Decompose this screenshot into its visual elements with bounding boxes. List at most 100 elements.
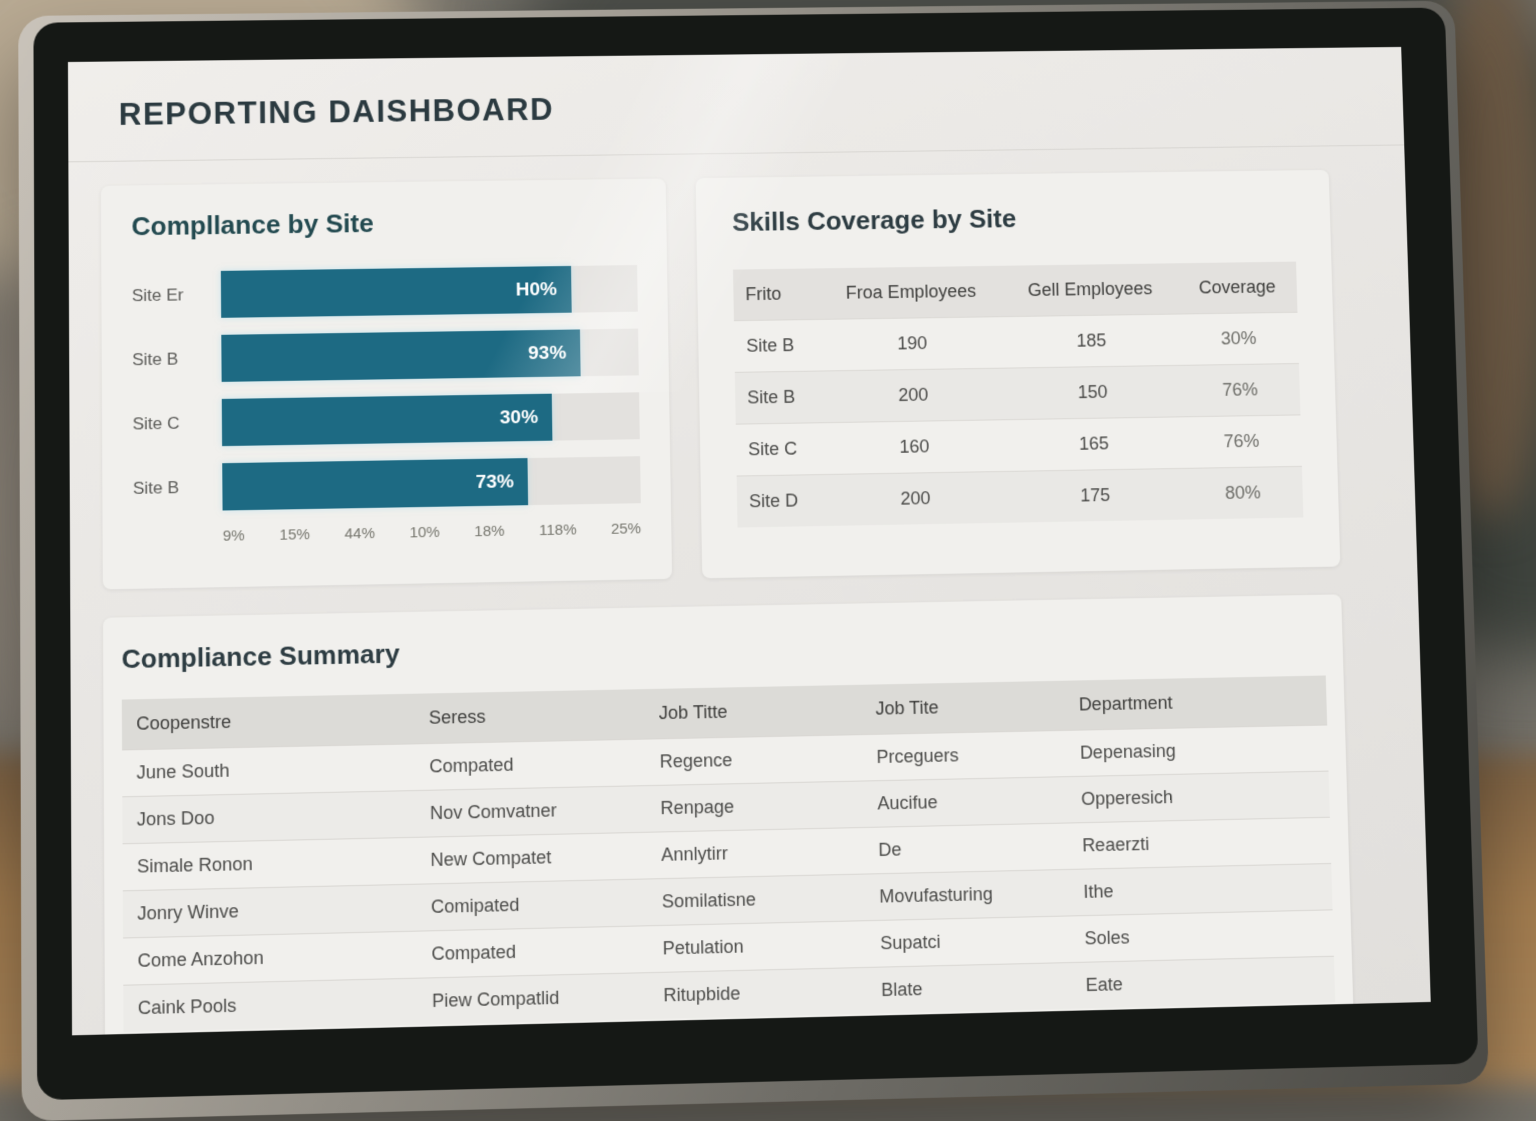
department-cell: Eate (1071, 956, 1335, 1008)
bar-row: Site Er H0% (132, 265, 638, 319)
column-header: Seress (414, 689, 645, 744)
table-cell: Site B (735, 371, 822, 424)
column-header: Frito (733, 268, 820, 320)
x-axis-tick-label: 118% (539, 521, 577, 539)
dashboard-header: REPORTING DAISHBOARD (68, 47, 1404, 162)
job-title-cell: Regence (645, 735, 863, 786)
table-row: Site B19018530% (734, 312, 1299, 372)
employee-name-cell: Jonry Winve (123, 884, 417, 938)
job-title-cell: Petulation (648, 921, 866, 973)
employee-name-cell: Come Anzohon (123, 931, 417, 985)
table-row: Site D20017580% (737, 466, 1304, 527)
department-cell: Opperesich (1067, 771, 1330, 823)
laptop-bezel: REPORTING DAISHBOARD Compllance by Site … (33, 8, 1478, 1101)
department-cell: Soles (1070, 910, 1334, 963)
table-cell: 185 (1003, 314, 1180, 368)
x-axis-tick-label: 10% (409, 524, 440, 542)
bar-row: Site C 30% (132, 392, 639, 447)
summary-table-title: Compliance Summary (122, 621, 1326, 676)
table-cell: 80% (1182, 466, 1303, 519)
job-title-cell: Somilatisne (647, 874, 865, 926)
skills-coverage-table: FritoFroa EmployeesGell EmployeesCoverag… (733, 262, 1303, 528)
table-cell: 76% (1180, 364, 1301, 417)
job-title-cell: Renpage (646, 781, 864, 832)
bar: H0% (221, 266, 572, 318)
status-cell: Comipated (416, 879, 648, 931)
laptop: REPORTING DAISHBOARD Compllance by Site … (18, 1, 1489, 1121)
x-axis-tick-label: 18% (474, 523, 505, 541)
compliance-summary-panel: Compliance Summary CoopenstreSeressJob T… (103, 594, 1354, 1035)
dashboard-screen: REPORTING DAISHBOARD Compllance by Site … (68, 47, 1431, 1035)
status-cell: Compated (417, 926, 649, 978)
bar-value-label: 73% (475, 471, 514, 494)
compliance-summary-table: CoopenstreSeressJob TitteJob TiteDepartm… (122, 675, 1335, 1032)
bar-row: Site B 73% (133, 456, 641, 512)
page-title: REPORTING DAISHBOARD (68, 47, 1403, 134)
employee-name-cell: Simale Ronon (123, 837, 417, 891)
employee-name-cell: Jons Doo (122, 791, 416, 844)
x-axis-tick-label: 44% (344, 525, 375, 543)
x-axis-tick-label: 9% (223, 527, 245, 545)
bar-category-label: Site Er (132, 284, 221, 305)
job-title-cell: Blate (867, 963, 1073, 1014)
job-title-cell: Supatci (866, 916, 1071, 967)
compliance-chart-panel: Compllance by Site Site ErH0%Site B93%Si… (101, 178, 672, 589)
status-cell: Nov Comvatner (415, 786, 646, 838)
table-header-row: FritoFroa EmployeesGell EmployeesCoverag… (733, 262, 1297, 321)
bar: 93% (221, 329, 580, 381)
department-cell: Depenasing (1065, 725, 1328, 777)
job-title-cell: Ritupbide (649, 967, 868, 1019)
bar-category-label: Site B (133, 477, 223, 499)
bar: 30% (222, 394, 553, 446)
job-title-cell: Prceguers (862, 730, 1067, 781)
bar-category-label: Site C (133, 412, 222, 434)
bar-track: H0% (221, 265, 638, 318)
department-cell: Reaerzti (1068, 817, 1332, 869)
job-title-cell: De (864, 823, 1069, 874)
table-cell: 76% (1181, 415, 1302, 469)
table-cell: 160 (822, 420, 1006, 475)
column-header: Department (1064, 675, 1327, 730)
job-title-cell: Annlytirr (647, 827, 865, 878)
column-header: Coopenstre (122, 694, 415, 750)
table-cell: 150 (1004, 365, 1181, 419)
status-cell: Piew Compatlid (418, 973, 650, 1025)
table-cell: 175 (1006, 468, 1184, 522)
compliance-chart-title: Compllance by Site (131, 205, 636, 243)
table-cell: Site D (737, 475, 825, 528)
table-cell: 190 (820, 317, 1004, 371)
column-header: Job Tite (861, 681, 1066, 735)
column-header: Gell Employees (1002, 263, 1179, 316)
department-cell: Ithe (1069, 863, 1333, 915)
bar-value-label: 30% (500, 406, 539, 429)
table-cell: Site C (736, 423, 823, 476)
job-title-cell: Aucifue (863, 777, 1068, 828)
compliance-bar-chart: Site Er H0% Site B 93% Site C 30% Site B 73% (132, 265, 641, 512)
column-header: Job Titte (644, 685, 862, 739)
bar: 73% (222, 458, 528, 510)
table-cell: Site B (734, 319, 821, 372)
skills-coverage-panel: Skills Coverage by Site FritoFroa Employ… (696, 170, 1341, 578)
bar-track: 93% (221, 329, 639, 382)
bar-value-label: 93% (528, 342, 566, 365)
skills-table-title: Skills Coverage by Site (732, 200, 1295, 238)
table-cell: 200 (821, 368, 1005, 423)
bar-category-label: Site B (132, 348, 221, 369)
table-cell: 165 (1005, 417, 1182, 472)
status-cell: New Compatet (416, 832, 647, 884)
bar-track: 30% (222, 392, 640, 446)
job-title-cell: Movufasturing (865, 869, 1070, 920)
bar-value-label: H0% (516, 279, 558, 301)
employee-name-cell: June South (122, 744, 415, 797)
chart-x-axis: 9% 15% 44% 10% 18% 118% 25% (223, 520, 642, 545)
column-header: Coverage (1177, 262, 1297, 314)
table-cell: 200 (823, 471, 1007, 526)
status-cell: Compated (415, 739, 646, 790)
column-header: Froa Employees (819, 266, 1002, 320)
table-cell: 30% (1178, 312, 1299, 365)
top-panels-row: Compllance by Site Site ErH0%Site B93%Si… (68, 145, 1417, 590)
x-axis-tick-label: 15% (279, 526, 310, 544)
x-axis-tick-label: 25% (611, 520, 641, 538)
table-row: Site B20015076% (735, 364, 1301, 425)
bar-row: Site B 93% (132, 329, 639, 384)
